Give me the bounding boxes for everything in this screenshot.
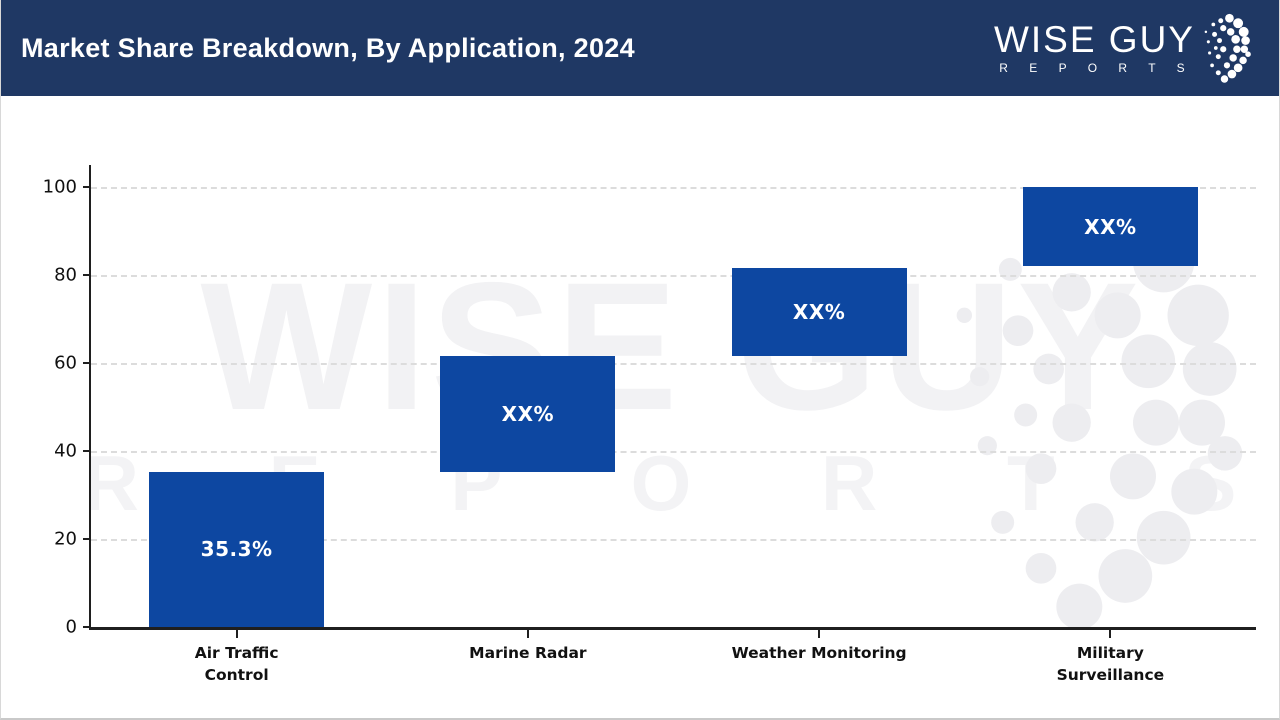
chart-title: Market Share Breakdown, By Application, …: [21, 32, 635, 63]
bar-value-label: XX%: [1084, 214, 1137, 239]
gridline: [91, 539, 1256, 541]
category-label: Weather Monitoring: [731, 644, 907, 662]
gridline: [91, 187, 1256, 189]
dotted-head-icon: [1204, 13, 1251, 83]
y-tick-mark: [83, 450, 91, 452]
watermark: WISE GUY R E P O R T S: [89, 165, 1254, 627]
logo-wordmark: WISE GUY: [993, 19, 1195, 60]
bar-segment: XX%: [440, 356, 616, 472]
x-tick-mark: [235, 630, 238, 638]
gridline: [91, 363, 1256, 365]
y-tick-mark: [83, 186, 91, 188]
y-tick-label: 60: [54, 352, 77, 374]
y-tick-mark: [83, 538, 91, 540]
x-tick-mark: [1109, 630, 1112, 638]
logo-subtitle: R E P O R T S: [999, 61, 1194, 75]
y-tick-label: 100: [42, 176, 77, 198]
x-tick-mark: [526, 630, 529, 638]
y-tick-mark: [83, 274, 91, 276]
category-label: Military Surveillance: [1056, 644, 1165, 684]
header-bar: Market Share Breakdown, By Application, …: [1, 0, 1279, 96]
wise-guy-logo: WISE GUY R E P O R T S: [994, 9, 1253, 87]
category-label: Air Traffic Control: [194, 644, 279, 684]
y-tick-label: 20: [54, 528, 77, 550]
y-tick-label: 40: [54, 440, 77, 462]
bar-value-label: XX%: [501, 402, 555, 427]
category-label: Marine Radar: [469, 644, 587, 662]
y-tick-mark: [83, 626, 91, 628]
gridline: [91, 451, 1256, 453]
plot-area: 0 20 40 60 80 100 35.3% Air Traffic Control XX% M…: [43, 165, 1256, 684]
bar-value-label: 35.3%: [200, 537, 273, 562]
logo-text: WISE GUY R E P O R T S: [994, 21, 1195, 75]
y-tick-mark: [83, 362, 91, 364]
gridline: [91, 275, 1256, 277]
bar-value-label: XX%: [792, 300, 846, 325]
bar-segment: 35.3%: [149, 471, 325, 627]
x-tick-mark: [818, 630, 821, 638]
bar-segment: XX%: [1022, 187, 1198, 267]
bar-segment: XX%: [731, 268, 907, 357]
y-tick-label: 80: [54, 264, 77, 286]
y-tick-label: 0: [65, 616, 77, 638]
watermark-wordmark: WISE GUY: [200, 243, 1143, 448]
